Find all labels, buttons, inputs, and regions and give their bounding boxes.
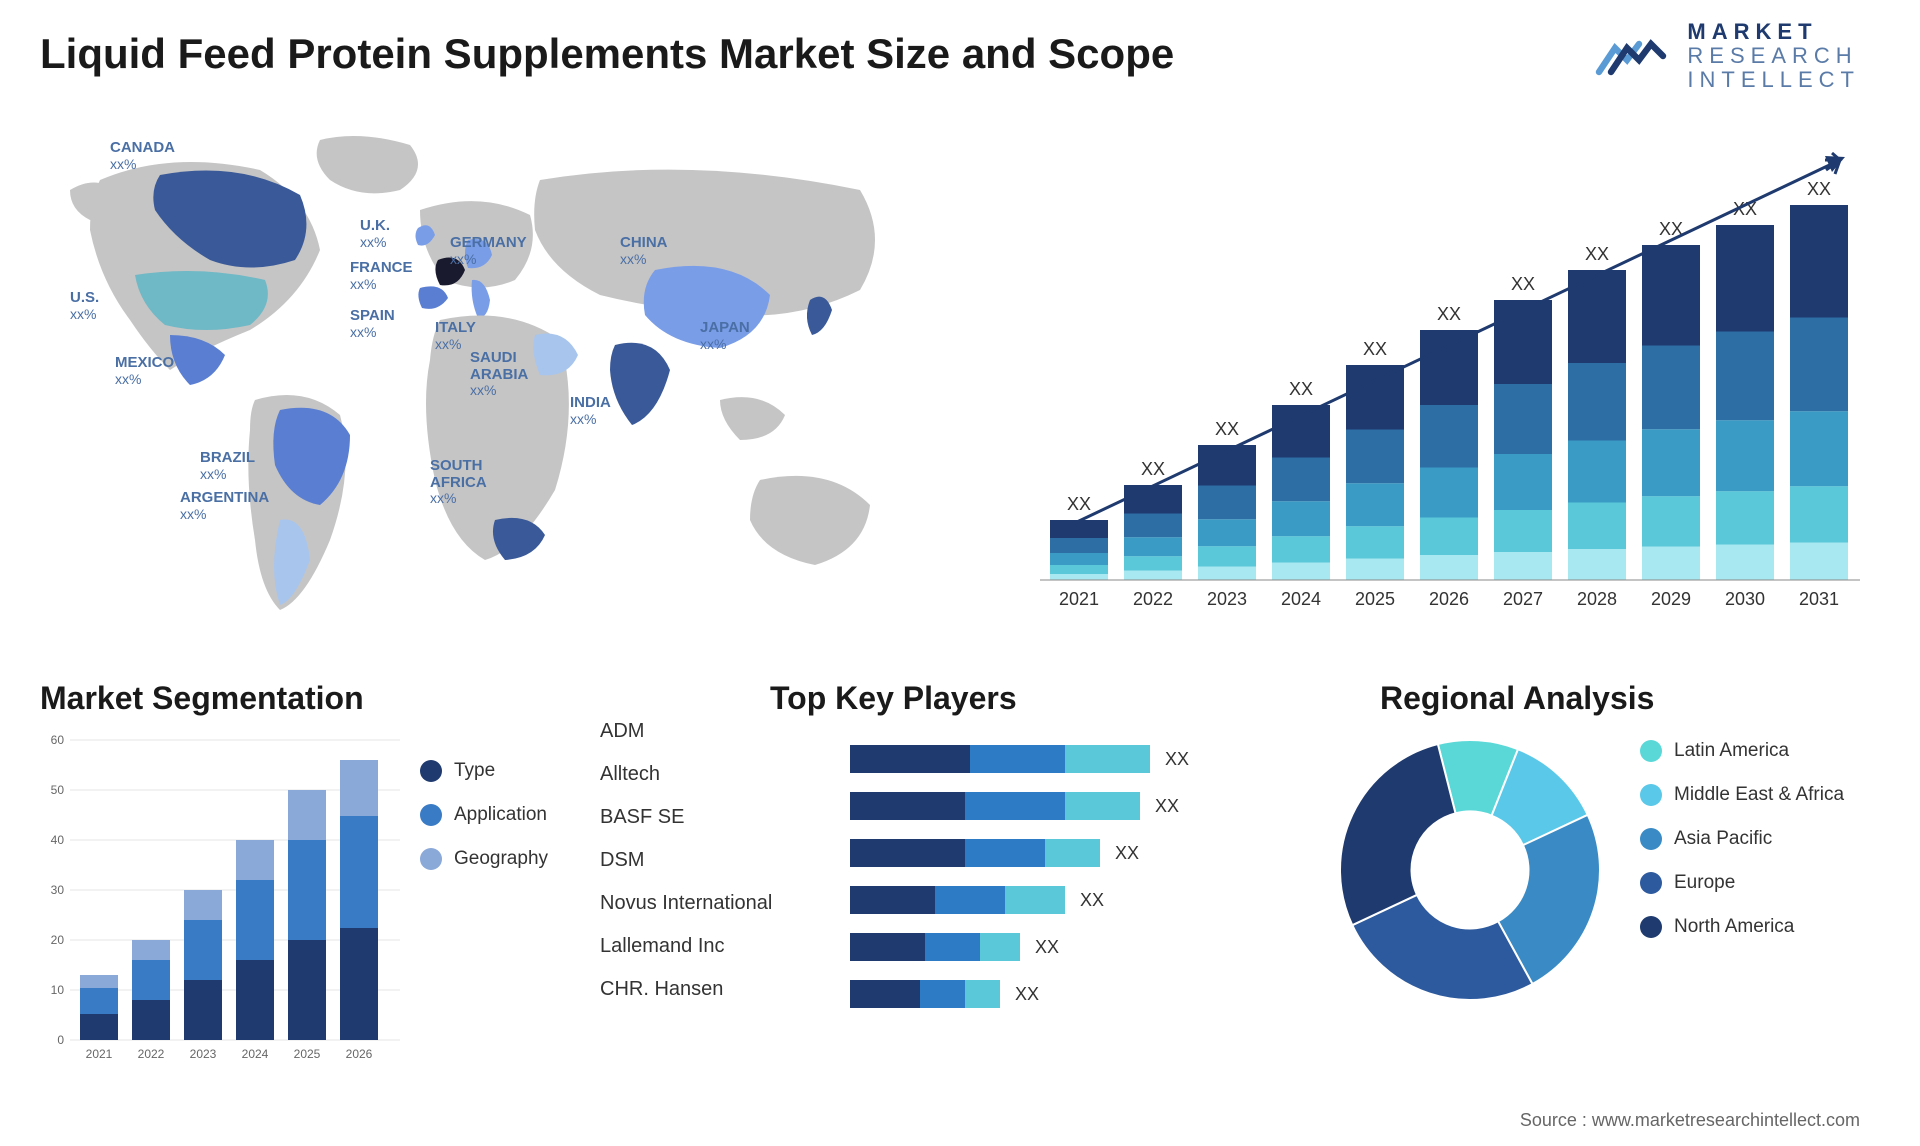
map-label-canada: CANADAxx% bbox=[110, 140, 175, 173]
svg-text:10: 10 bbox=[51, 983, 65, 997]
segmentation-legend: Type Application Geography bbox=[420, 760, 600, 892]
svg-text:XX: XX bbox=[1511, 274, 1535, 294]
map-label-saudiarabia: SAUDIARABIAxx% bbox=[470, 350, 528, 400]
svg-text:2025: 2025 bbox=[1355, 589, 1395, 609]
svg-text:2026: 2026 bbox=[346, 1047, 373, 1061]
region-northamerica: North America bbox=[1640, 916, 1890, 938]
region-latinamerica: Latin America bbox=[1640, 740, 1890, 762]
svg-text:2029: 2029 bbox=[1651, 589, 1691, 609]
source-text: Source : www.marketresearchintellect.com bbox=[1520, 1110, 1860, 1131]
svg-text:60: 60 bbox=[51, 733, 65, 747]
player-dsm: DSM bbox=[600, 849, 800, 872]
logo-line2: RESEARCH bbox=[1687, 44, 1860, 68]
map-label-india: INDIAxx% bbox=[570, 395, 611, 428]
svg-text:XX: XX bbox=[1035, 937, 1059, 957]
svg-text:2021: 2021 bbox=[86, 1047, 113, 1061]
players-bar-chart: XX XX XX XX XX XX bbox=[850, 745, 1270, 1065]
svg-text:XX: XX bbox=[1363, 339, 1387, 359]
svg-text:2022: 2022 bbox=[1133, 589, 1173, 609]
svg-text:2030: 2030 bbox=[1725, 589, 1765, 609]
svg-text:XX: XX bbox=[1115, 843, 1139, 863]
svg-text:50: 50 bbox=[51, 783, 65, 797]
regional-donut bbox=[1330, 730, 1610, 1010]
svg-text:XX: XX bbox=[1165, 749, 1189, 769]
map-label-us: U.S.xx% bbox=[70, 290, 99, 323]
player-lallemandinc: Lallemand Inc bbox=[600, 935, 800, 958]
player-adm: ADM bbox=[600, 720, 800, 743]
map-label-uk: U.K.xx% bbox=[360, 218, 390, 251]
svg-text:2023: 2023 bbox=[1207, 589, 1247, 609]
map-label-france: FRANCExx% bbox=[350, 260, 413, 293]
main-bar-chart: XX 2021 XX 2022 XX 2023 XX 2024 XX 2025 XX 2026 XX 20… bbox=[1040, 150, 1860, 630]
svg-text:40: 40 bbox=[51, 833, 65, 847]
svg-text:2023: 2023 bbox=[190, 1047, 217, 1061]
map-label-mexico: MEXICOxx% bbox=[115, 355, 174, 388]
map-label-southafrica: SOUTHAFRICAxx% bbox=[430, 458, 487, 508]
svg-text:XX: XX bbox=[1015, 984, 1039, 1004]
svg-text:2025: 2025 bbox=[294, 1047, 321, 1061]
map-label-argentina: ARGENTINAxx% bbox=[180, 490, 269, 523]
players-list: ADM Alltech BASF SE DSM Novus International L… bbox=[600, 720, 800, 1021]
svg-text:20: 20 bbox=[51, 933, 65, 947]
svg-text:XX: XX bbox=[1141, 459, 1165, 479]
logo-line1: MARKET bbox=[1687, 20, 1860, 44]
logo-line3: INTELLECT bbox=[1687, 68, 1860, 92]
brand-logo: MARKET RESEARCH INTELLECT bbox=[1595, 20, 1860, 93]
map-label-germany: GERMANYxx% bbox=[450, 235, 527, 268]
page-title: Liquid Feed Protein Supplements Market S… bbox=[40, 30, 1174, 78]
svg-text:XX: XX bbox=[1807, 179, 1831, 199]
svg-text:2024: 2024 bbox=[1281, 589, 1321, 609]
seg-legend-application: Application bbox=[420, 804, 600, 826]
seg-legend-geography: Geography bbox=[420, 848, 600, 870]
map-label-japan: JAPANxx% bbox=[700, 320, 750, 353]
svg-text:XX: XX bbox=[1585, 244, 1609, 264]
svg-text:0: 0 bbox=[57, 1033, 64, 1047]
svg-text:XX: XX bbox=[1080, 890, 1104, 910]
player-basfse: BASF SE bbox=[600, 806, 800, 829]
svg-text:2028: 2028 bbox=[1577, 589, 1617, 609]
segmentation-chart: 0 10 20 30 40 50 60 2021 2022 2023 2024 2025 2026 bbox=[40, 730, 400, 1070]
map-label-brazil: BRAZILxx% bbox=[200, 450, 255, 483]
svg-text:2022: 2022 bbox=[138, 1047, 165, 1061]
svg-text:2027: 2027 bbox=[1503, 589, 1543, 609]
svg-text:XX: XX bbox=[1067, 494, 1091, 514]
seg-legend-type: Type bbox=[420, 760, 600, 782]
region-europe: Europe bbox=[1640, 872, 1890, 894]
world-map: CANADAxx% U.S.xx% MEXICOxx% BRAZILxx% ARGENT… bbox=[40, 120, 960, 640]
svg-text:XX: XX bbox=[1215, 419, 1239, 439]
svg-text:2031: 2031 bbox=[1799, 589, 1839, 609]
svg-text:2026: 2026 bbox=[1429, 589, 1469, 609]
svg-text:30: 30 bbox=[51, 883, 65, 897]
svg-text:2024: 2024 bbox=[242, 1047, 269, 1061]
logo-icon bbox=[1595, 26, 1675, 86]
player-novusinternational: Novus International bbox=[600, 892, 800, 915]
svg-text:2021: 2021 bbox=[1059, 589, 1099, 609]
player-alltech: Alltech bbox=[600, 763, 800, 786]
segmentation-heading: Market Segmentation bbox=[40, 680, 364, 717]
region-asiapacific: Asia Pacific bbox=[1640, 828, 1890, 850]
map-label-spain: SPAINxx% bbox=[350, 308, 395, 341]
regional-heading: Regional Analysis bbox=[1380, 680, 1654, 717]
svg-text:XX: XX bbox=[1289, 379, 1313, 399]
svg-text:XX: XX bbox=[1437, 304, 1461, 324]
map-label-china: CHINAxx% bbox=[620, 235, 668, 268]
region-middleeastafrica: Middle East & Africa bbox=[1640, 784, 1890, 806]
players-heading: Top Key Players bbox=[770, 680, 1017, 717]
player-chrhansen: CHR. Hansen bbox=[600, 978, 800, 1001]
regional-legend: Latin America Middle East & Africa Asia Pa… bbox=[1640, 740, 1890, 960]
svg-text:XX: XX bbox=[1155, 796, 1179, 816]
